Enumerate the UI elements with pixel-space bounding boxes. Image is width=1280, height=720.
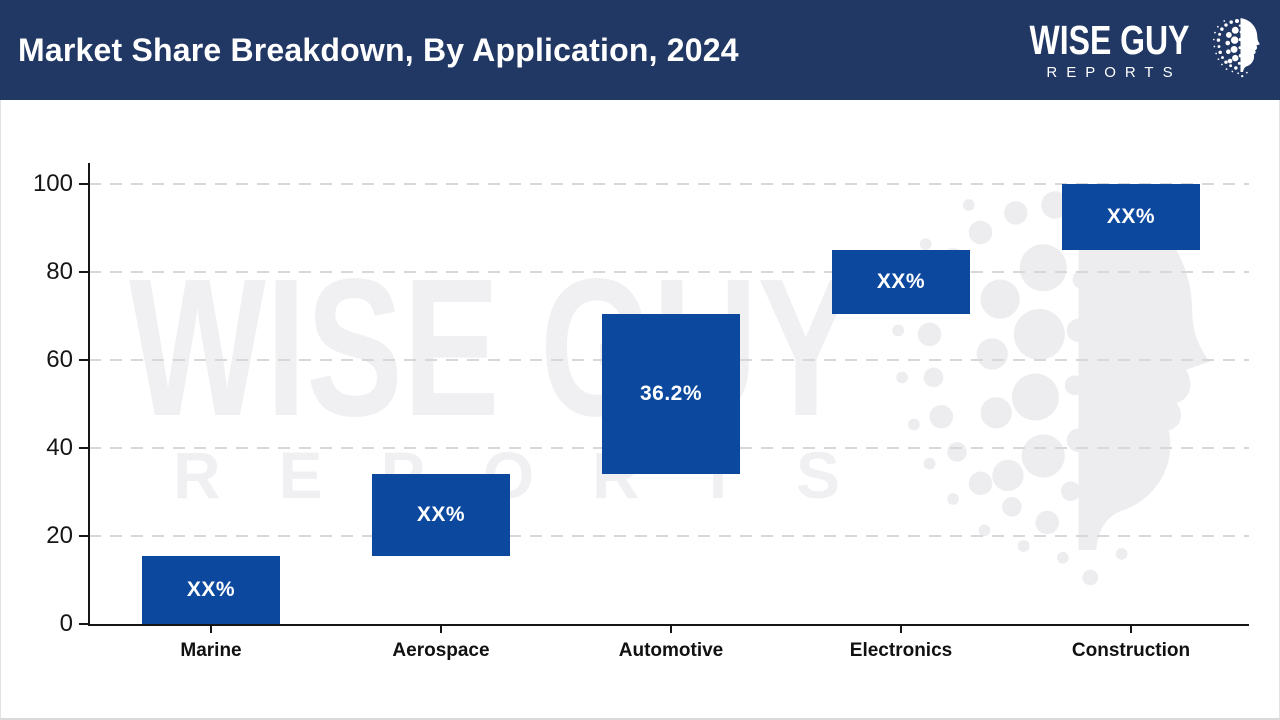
y-tick-label-20: 20 xyxy=(46,522,73,549)
brand-name: WISE GUY xyxy=(1029,16,1190,63)
page-title: Market Share Breakdown, By Application, … xyxy=(18,31,739,68)
y-tick-mark-80 xyxy=(79,271,89,273)
watermark-text-line1: WISE GUY xyxy=(129,238,855,457)
bar-marine: XX% xyxy=(142,555,280,624)
y-tick-label-80: 80 xyxy=(46,258,73,285)
category-label-automotive: Automotive xyxy=(618,640,724,661)
x-tick-mark-electronics xyxy=(900,626,902,633)
bar-label-aerospace: XX% xyxy=(416,502,466,526)
y-tick-label-0: 0 xyxy=(59,610,73,637)
y-axis-line xyxy=(88,163,90,626)
x-tick-mark-construction xyxy=(1130,626,1132,633)
bar-construction: XX% xyxy=(1062,184,1200,250)
category-label-aerospace: Aerospace xyxy=(392,640,490,661)
brand-subtitle: REPORTS xyxy=(1046,63,1182,81)
gridline-20 xyxy=(89,535,1249,537)
chart-area: WISE GUY REPORTS 0 20 40 60 80 100 XX% Marine XX… xyxy=(0,100,1280,720)
x-tick-mark-marine xyxy=(210,626,212,633)
gridline-80 xyxy=(89,271,1249,273)
y-tick-mark-40 xyxy=(79,447,89,449)
bar-label-construction: XX% xyxy=(1106,205,1156,228)
x-axis-line xyxy=(88,624,1249,626)
bar-aerospace: XX% xyxy=(372,473,510,556)
y-tick-label-40: 40 xyxy=(46,434,73,461)
brand-face-icon xyxy=(1208,8,1266,92)
watermark-text-line2: REPORTS xyxy=(173,438,899,512)
y-tick-mark-100 xyxy=(79,183,89,185)
bar-label-marine: XX% xyxy=(186,577,236,601)
category-label-electronics: Electronics xyxy=(849,640,953,661)
x-tick-mark-automotive xyxy=(670,626,672,633)
bar-automotive: 36.2% xyxy=(602,314,740,474)
y-tick-mark-0 xyxy=(79,623,89,625)
gridline-100 xyxy=(89,183,1249,185)
category-label-marine: Marine xyxy=(180,640,242,661)
y-tick-mark-60 xyxy=(79,359,89,361)
y-tick-label-100: 100 xyxy=(32,170,73,197)
bar-label-electronics: XX% xyxy=(876,270,926,294)
brand-wordmark: WISE GUY REPORTS xyxy=(1007,16,1212,81)
y-tick-label-60: 60 xyxy=(46,346,73,373)
bar-label-automotive: 36.2% xyxy=(639,381,703,405)
bar-electronics: XX% xyxy=(832,250,970,315)
header: Market Share Breakdown, By Application, … xyxy=(0,0,1280,100)
y-tick-mark-20 xyxy=(79,535,89,537)
category-label-construction: Construction xyxy=(1071,640,1191,661)
brand-logo: WISE GUY REPORTS xyxy=(1007,8,1266,92)
x-tick-mark-aerospace xyxy=(440,626,442,633)
